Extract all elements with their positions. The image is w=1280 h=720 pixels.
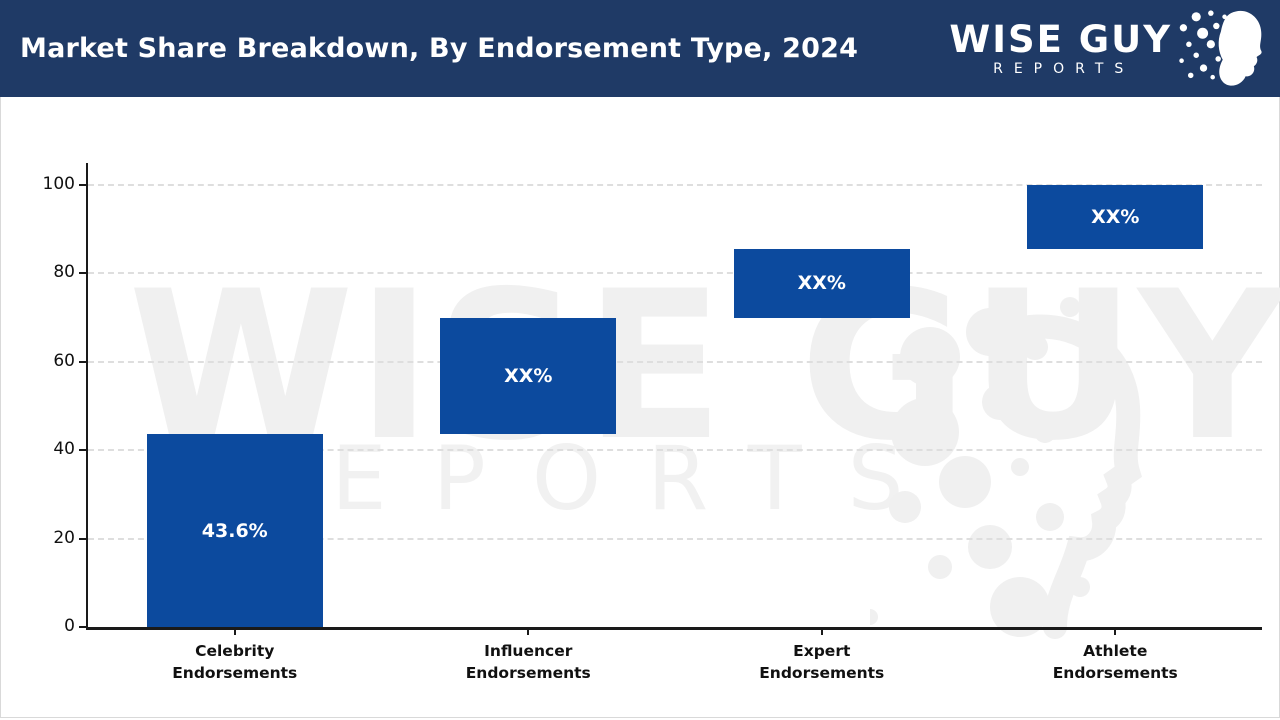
bar: XX% [440, 317, 617, 435]
y-axis-tick [79, 537, 87, 540]
bar-value-label: XX% [504, 364, 553, 387]
x-axis-tick [820, 627, 823, 635]
gridline [88, 360, 1262, 363]
brand-logo-text: WISE GUY REPORTS [949, 21, 1172, 76]
y-axis-tick [79, 449, 87, 452]
y-axis-tick [79, 626, 87, 628]
page-title: Market Share Breakdown, By Endorsement T… [20, 33, 859, 64]
bar: XX% [1027, 185, 1204, 250]
y-axis-tick-label: 100 [42, 174, 75, 195]
x-axis-spine [86, 627, 1262, 630]
y-axis-tick-label: 40 [53, 439, 75, 460]
gridline [88, 537, 1262, 540]
bar: XX% [733, 249, 910, 318]
header-bar: Market Share Breakdown, By Endorsement T… [0, 0, 1280, 97]
chart-canvas: WISE GUY REPORTS 0 20 40 60 80 100 43.6% Celebr… [0, 97, 1280, 720]
y-axis-tick-label: 60 [53, 350, 75, 371]
y-axis-tick [79, 360, 87, 363]
y-axis-spine [86, 163, 88, 629]
gridline [88, 272, 1262, 275]
x-axis-tick [527, 627, 530, 635]
gridline [88, 184, 1262, 187]
bar: 43.6% [146, 434, 323, 627]
dotted-head-icon [1174, 4, 1266, 94]
category-label: Athlete Endorsements [1052, 642, 1178, 682]
watermark-text-line2: REPORTS [224, 427, 950, 530]
x-axis-tick [233, 627, 236, 635]
gridline [88, 449, 1262, 452]
category-label: Celebrity Endorsements [172, 642, 298, 682]
y-axis-tick-label: 0 [64, 616, 75, 636]
y-axis-tick-label: 80 [53, 262, 75, 283]
category-label: Influencer Endorsements [465, 642, 591, 682]
y-axis-tick [79, 272, 87, 275]
y-axis-tick [79, 184, 87, 187]
bar-value-label: 43.6% [201, 519, 268, 542]
brand-subname: REPORTS [993, 61, 1135, 77]
y-axis-tick-label: 20 [53, 527, 75, 548]
watermark-head-icon [862, 217, 1180, 691]
bar-value-label: XX% [1091, 206, 1140, 229]
category-label: Expert Endorsements [759, 642, 885, 682]
brand-name: WISE GUY [949, 18, 1172, 61]
bar-value-label: XX% [797, 272, 846, 295]
brand-logo: WISE GUY REPORTS [949, 4, 1266, 94]
x-axis-tick [1114, 627, 1117, 635]
